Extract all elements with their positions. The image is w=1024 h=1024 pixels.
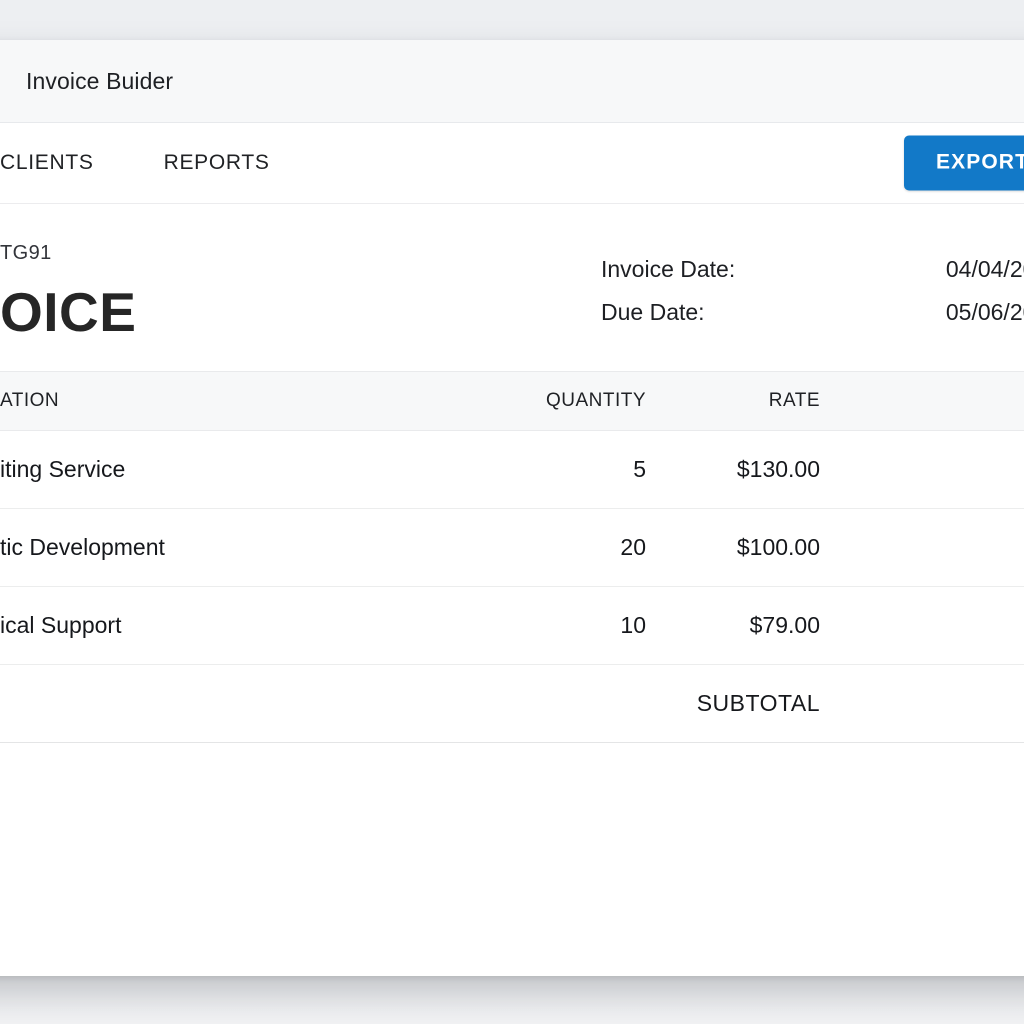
- invoice-footer-space: [0, 743, 1024, 913]
- cell-rate: $130.00: [690, 430, 900, 509]
- cell-rate: $100.00: [690, 508, 900, 587]
- invoice-document: TG91 OICE Invoice Date: 04/04/2020 Due D…: [0, 204, 1024, 913]
- invoice-date-row: Invoice Date: 04/04/2020: [601, 256, 1024, 283]
- cell-amount: $2,000.00: [900, 508, 1024, 587]
- table-row[interactable]: iting Service 5 $130.00 $780.00: [0, 430, 1024, 509]
- main-navigation-bar: CLIENTS REPORTS EXPORT: [0, 123, 1024, 204]
- column-header-amount: AVIOUNIT: [900, 372, 1024, 431]
- due-date-value: 05/06/2021: [945, 299, 1024, 325]
- invoice-header: TG91 OICE Invoice Date: 04/04/2020 Due D…: [0, 204, 1024, 371]
- cell-description: tic Development: [0, 508, 420, 587]
- subtotal-label: SUBTOTAL: [690, 664, 900, 743]
- subtotal-row: SUBTOTAL $3,500.00: [0, 664, 1024, 743]
- column-header-description: ATION: [0, 390, 60, 411]
- due-date-row: Due Date: 05/06/2021: [601, 299, 1024, 326]
- column-header-rate: RATE: [768, 390, 820, 411]
- cell-quantity: 20: [420, 508, 690, 587]
- line-items-table-body: iting Service 5 $130.00 $780.00 tic Deve…: [0, 430, 1024, 743]
- table-header-row: ATION QUANTITY RATE AVIOUNIT: [0, 371, 1024, 431]
- cell-description: iting Service: [0, 430, 420, 509]
- line-items-table-head: ATION QUANTITY RATE AVIOUNIT: [0, 371, 1024, 431]
- invoice-date-value: 04/04/2020: [945, 256, 1024, 282]
- due-date-label: Due Date:: [601, 299, 705, 325]
- subtotal-spacer: [0, 664, 420, 743]
- navbar-actions: EXPORT: [904, 135, 1024, 191]
- invoice-date-block: Invoice Date: 04/04/2020 Due Date: 05/06…: [601, 256, 1024, 342]
- subtotal-spacer: [420, 664, 690, 743]
- app-title: Invoice Buider: [26, 67, 174, 94]
- app-window: Invoice Buider CLIENTS REPORTS EXPORT TG…: [0, 40, 1024, 976]
- cell-quantity: 5: [420, 430, 690, 509]
- subtotal-value: $3,500.00: [900, 664, 1024, 743]
- column-header-quantity: QUANTITY: [545, 390, 646, 411]
- nav-tab-list: CLIENTS REPORTS: [0, 151, 270, 175]
- tab-reports[interactable]: REPORTS: [163, 151, 270, 174]
- cell-amount: $780.00: [900, 586, 1024, 665]
- cell-description: ical Support: [0, 586, 420, 665]
- invoice-date-label: Invoice Date:: [601, 256, 736, 282]
- invoice-title: OICE: [0, 281, 137, 343]
- cell-quantity: 10: [420, 586, 690, 665]
- cell-amount: $780.00: [900, 430, 1024, 509]
- cell-rate: $79.00: [690, 586, 900, 665]
- table-row[interactable]: ical Support 10 $79.00 $780.00: [0, 586, 1024, 665]
- window-title-bar: Invoice Buider: [0, 40, 1024, 123]
- table-row[interactable]: tic Development 20 $100.00 $2,000.00: [0, 508, 1024, 587]
- invoice-number: TG91: [0, 242, 52, 264]
- export-button[interactable]: EXPORT: [904, 135, 1024, 191]
- line-items-table: ATION QUANTITY RATE AVIOUNIT iting Servi…: [0, 371, 1024, 743]
- tab-clients[interactable]: CLIENTS: [0, 151, 94, 174]
